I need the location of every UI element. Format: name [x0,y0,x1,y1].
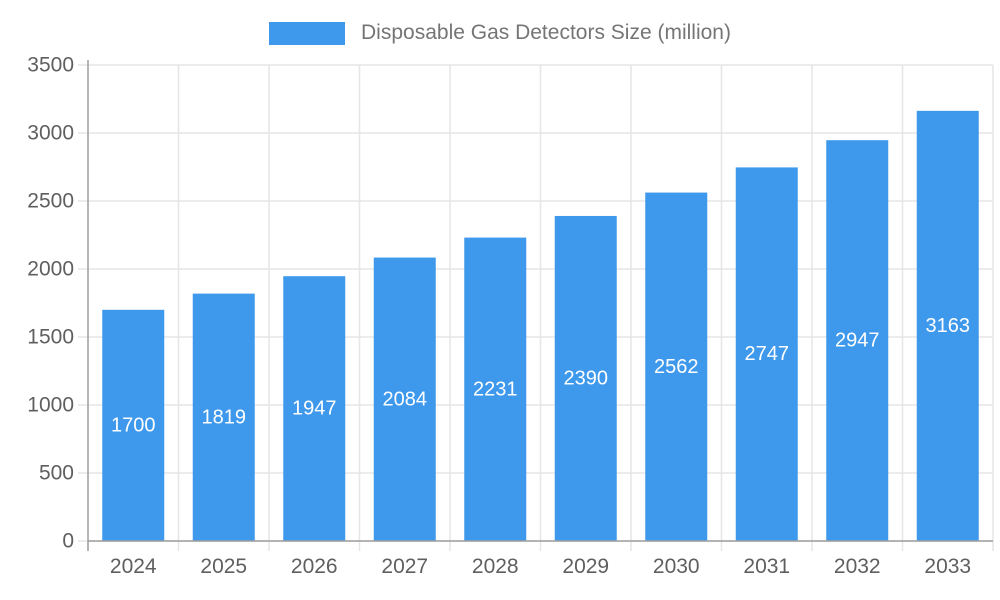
legend-swatch[interactable] [269,21,346,45]
bar[interactable] [102,309,165,541]
bar[interactable] [283,276,346,541]
y-tick-label: 3000 [27,122,74,145]
x-tick-label: 2025 [200,555,247,578]
legend-label[interactable]: Disposable Gas Detectors Size (million) [361,21,731,44]
bar-value-label: 2947 [835,330,880,352]
x-tick-label: 2031 [743,555,790,578]
bar[interactable] [916,110,979,541]
x-tick-label: 2028 [472,555,519,578]
x-tick-label: 2033 [924,555,971,578]
bar-value-label: 2390 [564,367,609,389]
y-tick-label: 3500 [27,54,74,77]
y-tick-label: 0 [62,530,74,553]
y-tick-label: 2500 [27,190,74,213]
y-tick-label: 2000 [27,258,74,281]
y-tick-label: 1500 [27,326,74,349]
x-tick-label: 2030 [653,555,700,578]
bar[interactable] [645,192,708,541]
x-tick-label: 2026 [291,555,338,578]
bar[interactable] [826,140,889,541]
bar-value-label: 2084 [383,388,428,410]
bar-value-label: 3163 [926,315,971,337]
y-tick-label: 500 [39,462,74,485]
chart-legend[interactable]: Disposable Gas Detectors Size (million) [0,21,1000,45]
x-tick-label: 2024 [110,555,157,578]
bar-value-label: 1700 [111,414,156,436]
bar-value-label: 2562 [654,356,699,378]
bar[interactable] [735,167,798,541]
x-tick-label: 2029 [562,555,609,578]
y-tick-label: 1000 [27,394,74,417]
bar[interactable] [192,293,255,541]
bar[interactable] [554,215,617,541]
bar-value-label: 2231 [473,378,518,400]
x-tick-label: 2027 [381,555,428,578]
bar-value-label: 1819 [202,406,247,428]
bar[interactable] [373,257,436,541]
bar[interactable] [464,237,527,542]
x-tick-label: 2032 [834,555,881,578]
bar-value-label: 2747 [745,343,790,365]
bar-value-label: 1947 [292,398,337,420]
